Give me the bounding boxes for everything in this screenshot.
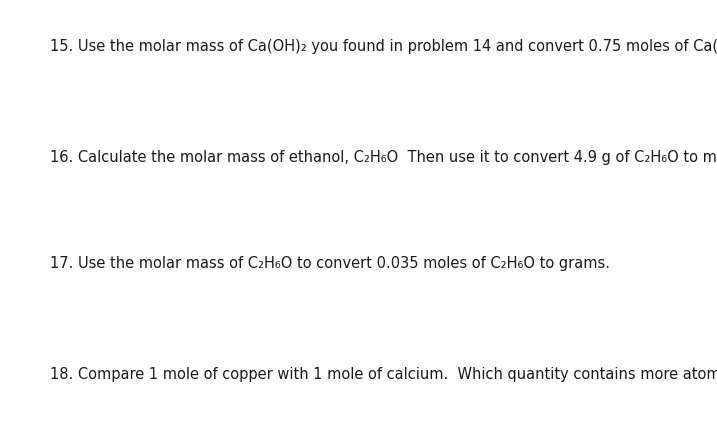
Text: 17. Use the molar mass of C₂H₆O to convert 0.035 moles of C₂H₆O to grams.: 17. Use the molar mass of C₂H₆O to conve… (50, 256, 610, 271)
Text: 16. Calculate the molar mass of ethanol, C₂H₆O  Then use it to convert 4.9 g of : 16. Calculate the molar mass of ethanol,… (50, 150, 717, 165)
Text: 15. Use the molar mass of Ca(OH)₂ you found in problem 14 and convert 0.75 moles: 15. Use the molar mass of Ca(OH)₂ you fo… (50, 39, 717, 54)
Text: 18. Compare 1 mole of copper with 1 mole of calcium.  Which quantity contains mo: 18. Compare 1 mole of copper with 1 mole… (50, 367, 717, 382)
